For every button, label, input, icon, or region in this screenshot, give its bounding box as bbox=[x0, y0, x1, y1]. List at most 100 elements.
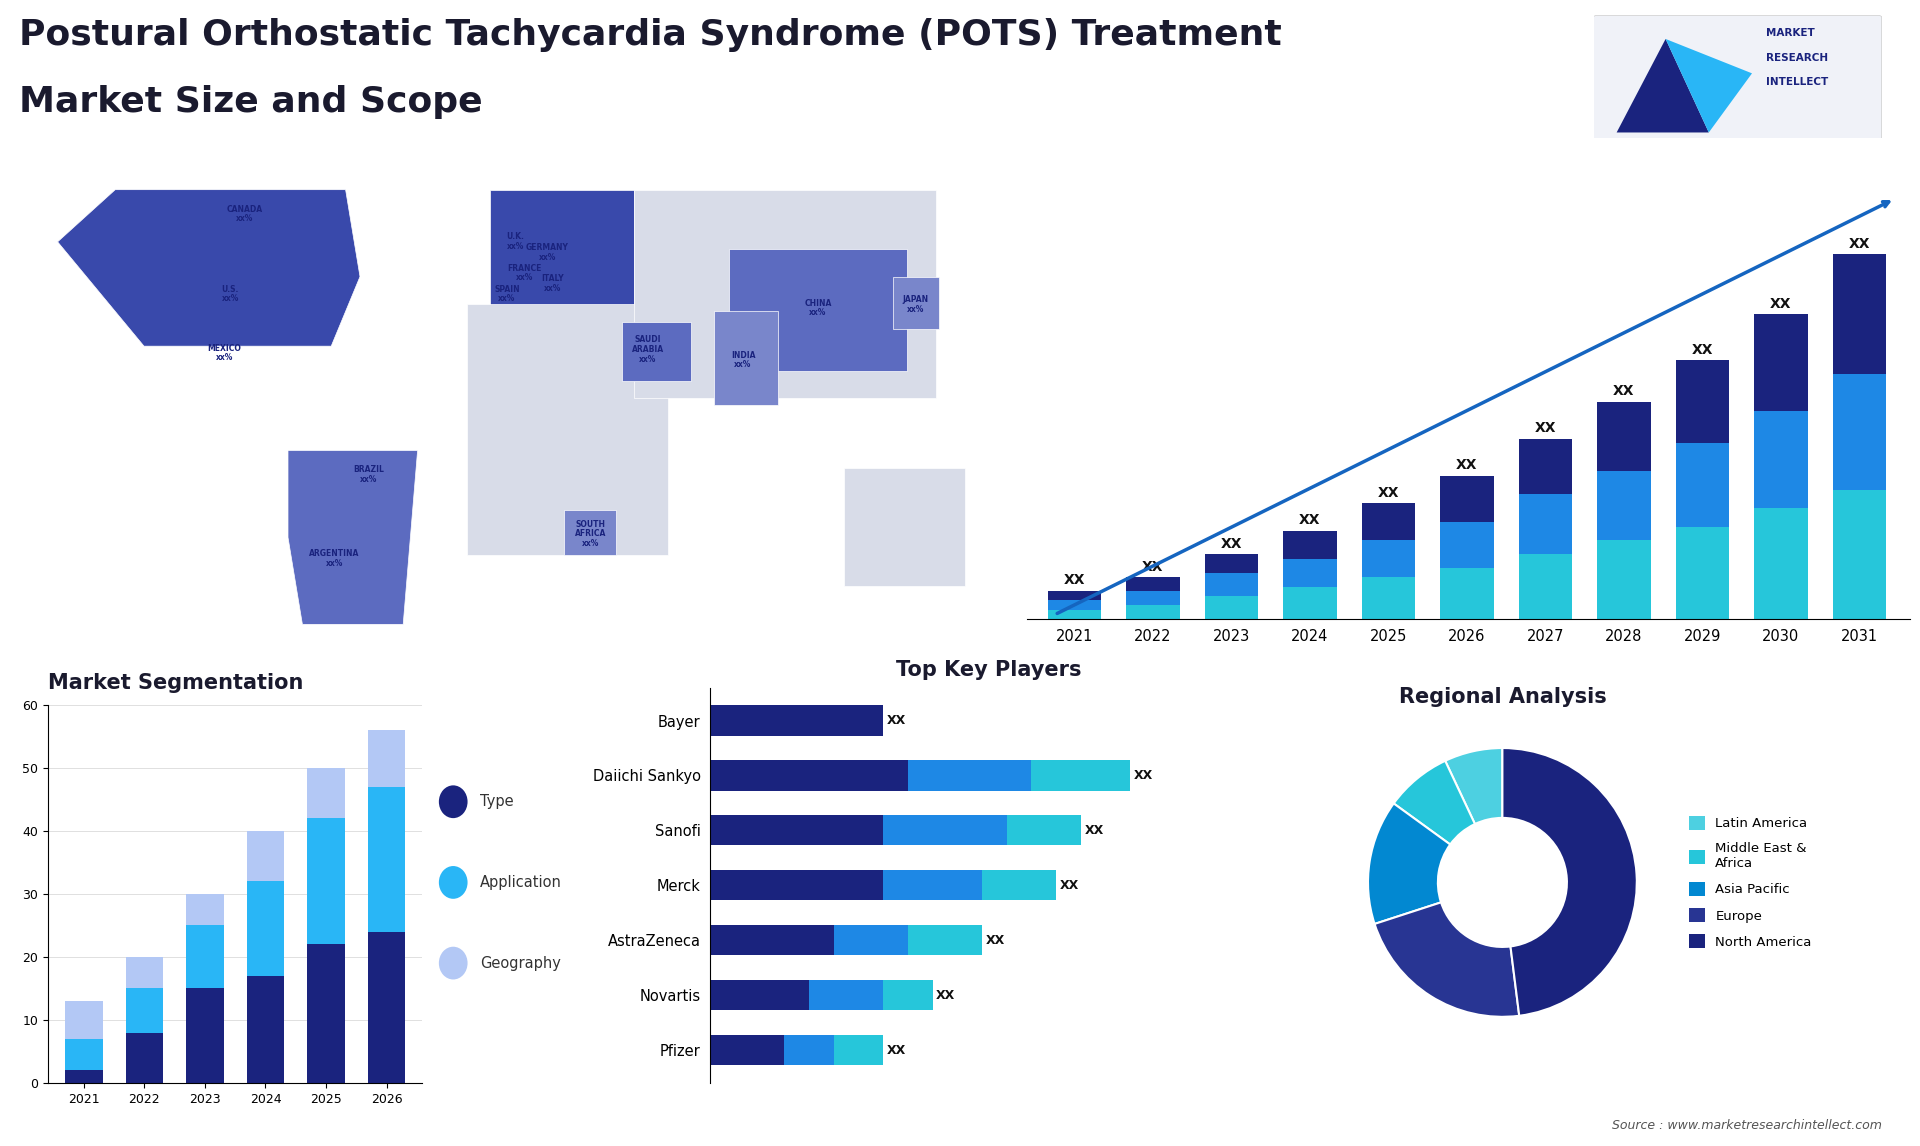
Bar bbox=[125, 1033, 163, 1083]
Bar bbox=[710, 760, 908, 791]
Text: XX: XX bbox=[887, 714, 906, 727]
Bar bbox=[1440, 476, 1494, 521]
Bar bbox=[1519, 555, 1572, 619]
Bar bbox=[1361, 503, 1415, 541]
Bar bbox=[1676, 444, 1730, 526]
Bar bbox=[1127, 605, 1179, 619]
Bar bbox=[710, 870, 883, 901]
Text: XX: XX bbox=[887, 1044, 906, 1057]
Text: Top Key Players: Top Key Players bbox=[897, 660, 1081, 680]
Text: XX: XX bbox=[1064, 573, 1085, 588]
Text: XX: XX bbox=[1534, 421, 1555, 435]
Bar bbox=[307, 768, 346, 818]
Text: FRANCE
xx%: FRANCE xx% bbox=[507, 264, 541, 283]
Bar bbox=[1440, 568, 1494, 619]
Bar bbox=[125, 988, 163, 1033]
Text: ARGENTINA
xx%: ARGENTINA xx% bbox=[309, 549, 359, 567]
Bar bbox=[883, 980, 933, 1011]
Bar bbox=[1361, 578, 1415, 619]
Bar bbox=[710, 925, 833, 956]
Text: XX: XX bbox=[1455, 458, 1478, 472]
Text: XX: XX bbox=[985, 934, 1004, 947]
Text: XX: XX bbox=[937, 989, 956, 1002]
Polygon shape bbox=[1665, 39, 1751, 133]
Text: RESEARCH: RESEARCH bbox=[1766, 53, 1828, 63]
Bar bbox=[1834, 254, 1885, 375]
Text: XX: XX bbox=[1142, 559, 1164, 574]
Bar bbox=[710, 1035, 785, 1065]
Bar bbox=[908, 925, 981, 956]
Text: ITALY
xx%: ITALY xx% bbox=[541, 274, 564, 293]
Text: XX: XX bbox=[1060, 879, 1079, 892]
Bar bbox=[1755, 314, 1807, 411]
Bar bbox=[1048, 591, 1100, 601]
Text: SAUDI
ARABIA
xx%: SAUDI ARABIA xx% bbox=[632, 336, 664, 363]
Bar bbox=[981, 870, 1056, 901]
Bar bbox=[1006, 815, 1081, 846]
Text: XX: XX bbox=[1300, 513, 1321, 527]
Text: XX: XX bbox=[1377, 486, 1400, 500]
Text: U.K.
xx%: U.K. xx% bbox=[507, 233, 524, 251]
Text: BRAZIL
xx%: BRAZIL xx% bbox=[353, 465, 384, 485]
Text: MEXICO
xx%: MEXICO xx% bbox=[207, 344, 242, 362]
Bar bbox=[1519, 439, 1572, 494]
Polygon shape bbox=[634, 190, 937, 399]
Bar bbox=[1283, 531, 1336, 559]
Wedge shape bbox=[1503, 748, 1636, 1015]
Legend: Latin America, Middle East &
Africa, Asia Pacific, Europe, North America: Latin America, Middle East & Africa, Asi… bbox=[1684, 811, 1816, 953]
Bar bbox=[1127, 591, 1179, 605]
Bar bbox=[1755, 411, 1807, 508]
Wedge shape bbox=[1446, 748, 1501, 824]
Bar bbox=[1204, 555, 1258, 573]
Bar bbox=[1834, 375, 1885, 489]
Bar bbox=[246, 881, 284, 975]
Bar bbox=[246, 975, 284, 1083]
Text: INTELLECT: INTELLECT bbox=[1766, 78, 1828, 87]
Bar bbox=[186, 988, 225, 1083]
Polygon shape bbox=[714, 312, 778, 406]
Bar bbox=[369, 730, 405, 786]
Text: Type: Type bbox=[480, 794, 513, 809]
Text: XX: XX bbox=[1085, 824, 1104, 837]
Text: U.S.
xx%: U.S. xx% bbox=[221, 284, 240, 304]
Bar bbox=[1755, 508, 1807, 619]
Text: Source : www.marketresearchintellect.com: Source : www.marketresearchintellect.com bbox=[1611, 1120, 1882, 1132]
Bar bbox=[1204, 596, 1258, 619]
Bar bbox=[1031, 760, 1131, 791]
Bar bbox=[785, 1035, 833, 1065]
Bar bbox=[908, 760, 1031, 791]
Text: XX: XX bbox=[1133, 769, 1152, 782]
Text: SPAIN
xx%: SPAIN xx% bbox=[493, 284, 520, 304]
Bar bbox=[65, 1038, 102, 1070]
Text: CHINA
xx%: CHINA xx% bbox=[804, 299, 831, 317]
Text: XX: XX bbox=[1613, 384, 1634, 398]
Bar bbox=[1361, 541, 1415, 578]
Wedge shape bbox=[1375, 902, 1519, 1017]
Polygon shape bbox=[490, 190, 634, 312]
Bar bbox=[1597, 471, 1651, 541]
Bar bbox=[1127, 578, 1179, 591]
Polygon shape bbox=[845, 468, 966, 586]
Bar bbox=[307, 944, 346, 1083]
Polygon shape bbox=[622, 322, 691, 380]
Text: Market Size and Scope: Market Size and Scope bbox=[19, 85, 482, 118]
Polygon shape bbox=[467, 305, 668, 555]
Text: Geography: Geography bbox=[480, 956, 561, 971]
Text: Market Segmentation: Market Segmentation bbox=[48, 674, 303, 693]
Bar bbox=[369, 932, 405, 1083]
Polygon shape bbox=[58, 190, 361, 346]
Polygon shape bbox=[1617, 39, 1709, 133]
Bar bbox=[883, 870, 981, 901]
Polygon shape bbox=[288, 450, 419, 625]
Circle shape bbox=[440, 866, 468, 898]
Circle shape bbox=[440, 785, 468, 818]
Bar bbox=[246, 831, 284, 881]
Bar bbox=[369, 786, 405, 932]
Text: GERMANY
xx%: GERMANY xx% bbox=[526, 243, 568, 261]
Text: XX: XX bbox=[1849, 236, 1870, 251]
Text: JAPAN
xx%: JAPAN xx% bbox=[902, 295, 929, 314]
Text: CANADA
xx%: CANADA xx% bbox=[227, 205, 263, 223]
Circle shape bbox=[440, 947, 468, 980]
Bar bbox=[1676, 526, 1730, 619]
Bar bbox=[833, 1035, 883, 1065]
